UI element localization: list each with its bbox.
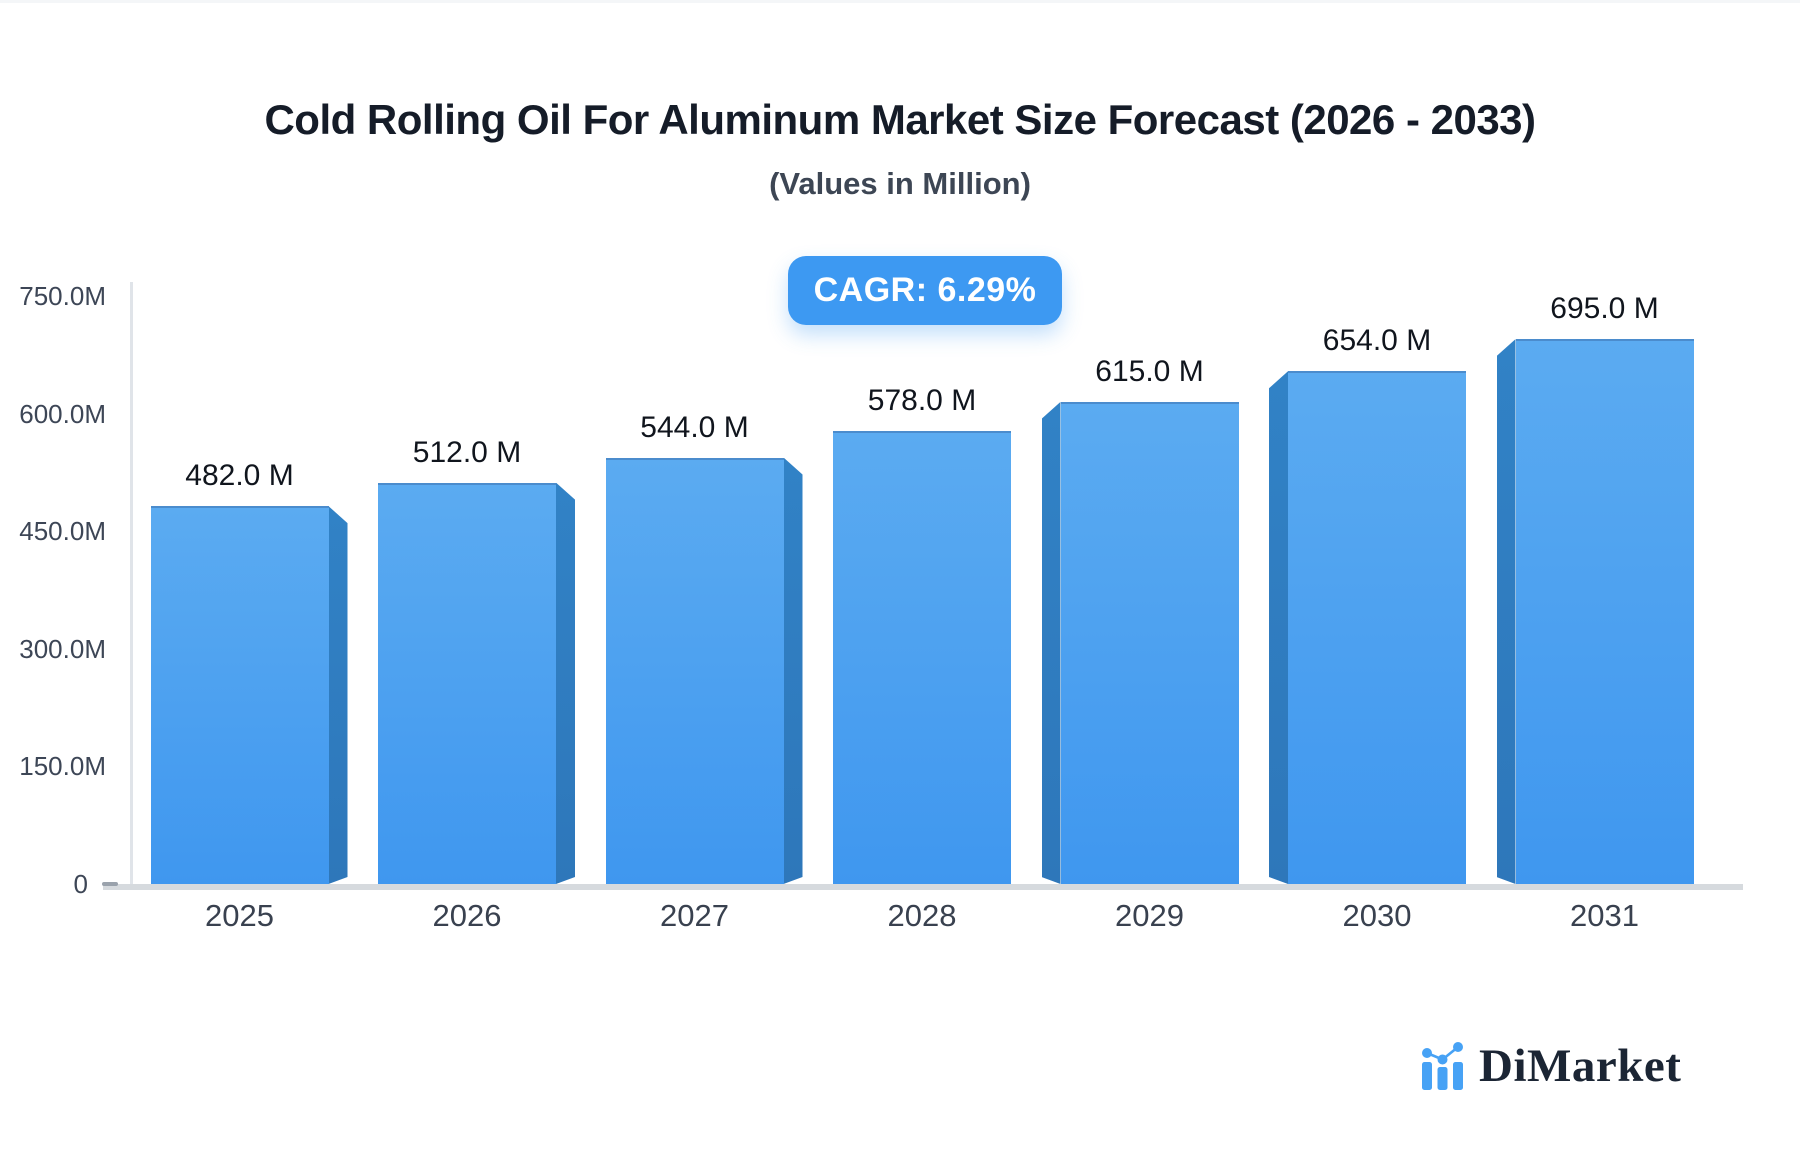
bar-side-face <box>556 483 575 884</box>
bar <box>1060 401 1239 884</box>
y-axis-line <box>130 282 133 890</box>
bar-side-face <box>784 458 803 884</box>
bar <box>1515 339 1694 884</box>
bar <box>1288 371 1466 884</box>
x-tick-label: 2029 <box>1115 898 1184 933</box>
bar <box>150 506 329 884</box>
y-tick-label: 600.0M <box>19 398 106 429</box>
y-tick-label: 750.0M <box>19 281 106 311</box>
bar-side-face <box>1269 371 1288 884</box>
bar-value-label: 544.0 M <box>640 410 749 444</box>
bar-side-face <box>1042 402 1061 884</box>
bar-chart-logo-icon <box>1422 1042 1463 1090</box>
zero-tick-dash <box>102 882 118 886</box>
y-tick-label: 450.0M <box>19 516 106 547</box>
x-tick-label: 2025 <box>205 898 274 933</box>
chart-subtitle: (Values in Million) <box>769 166 1031 201</box>
x-tick-label: 2026 <box>432 898 502 933</box>
bar-side-face <box>329 506 348 884</box>
x-tick-label: 2031 <box>1570 898 1639 933</box>
dimarket-logo: DiMarket <box>1420 1038 1681 1094</box>
cagr-badge-label: CAGR: 6.29% <box>813 271 1037 309</box>
x-tick-label: 2030 <box>1342 898 1412 933</box>
bar-value-label: 578.0 M <box>867 383 977 417</box>
bar-value-label: 695.0 M <box>1550 292 1659 326</box>
bar-value-label: 654.0 M <box>1322 324 1432 358</box>
y-tick-label: 0 <box>73 869 88 899</box>
y-tick-label: 150.0M <box>19 751 106 782</box>
bar-value-label: 482.0 M <box>185 459 294 493</box>
bar <box>378 482 556 884</box>
y-tick-label: 300.0M <box>19 633 106 664</box>
bar <box>605 457 784 884</box>
chart-title: Cold Rolling Oil For Aluminum Market Siz… <box>264 96 1536 143</box>
x-axis-baseline <box>103 884 1743 890</box>
page-top-edge <box>0 0 1800 3</box>
bar <box>833 430 1011 884</box>
bar-side-face <box>1497 339 1516 884</box>
bar-value-label: 512.0 M <box>412 435 522 469</box>
bar-value-label: 615.0 M <box>1095 354 1204 388</box>
x-tick-label: 2028 <box>887 898 957 933</box>
x-tick-label: 2027 <box>660 898 729 933</box>
logo-text: DiMarket <box>1479 1040 1682 1092</box>
cagr-badge: CAGR: 6.29% <box>788 256 1062 325</box>
